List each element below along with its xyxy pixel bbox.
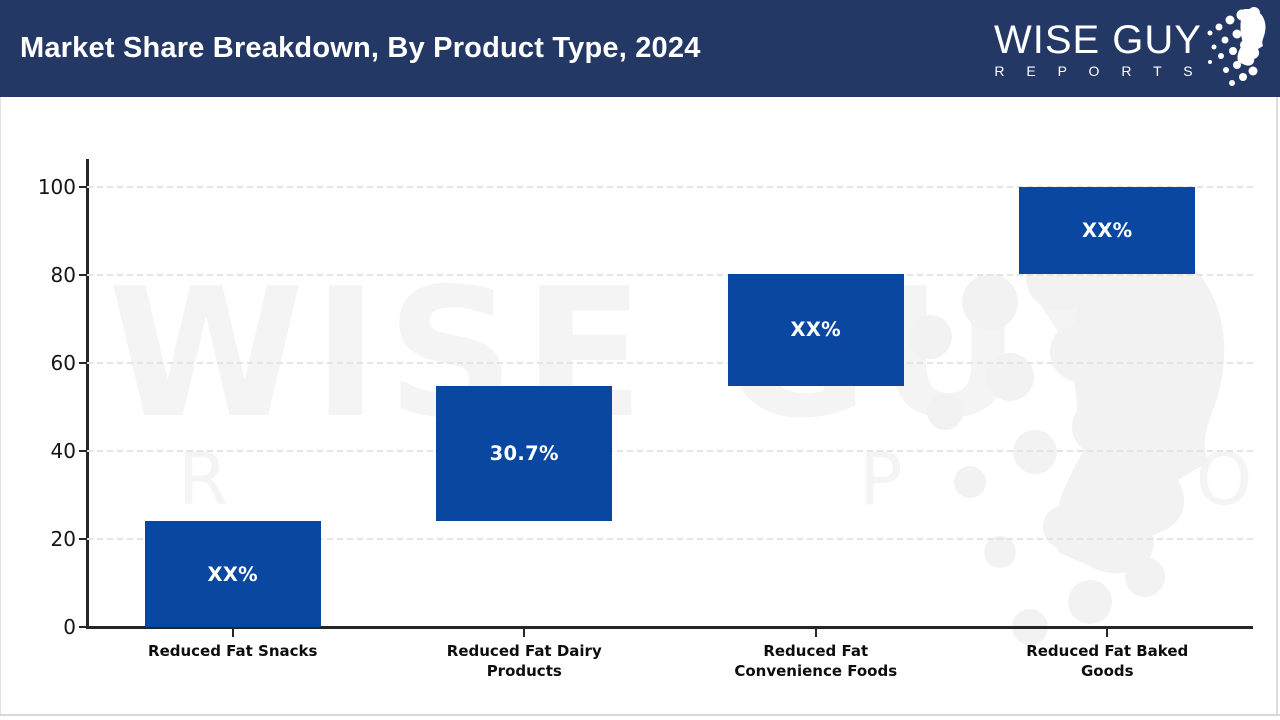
bar-segment: XX% xyxy=(1019,187,1196,274)
chart-area: WISE GUY R E P O R T S 020406080100XX%Re… xyxy=(0,97,1280,717)
wise-guy-reports-logo: WISE GUY R E P O R T S xyxy=(994,6,1266,91)
y-tick-mark xyxy=(79,186,87,188)
bar-value-label: XX% xyxy=(790,318,841,342)
x-tick-mark xyxy=(814,628,817,637)
logo-subtext: R E P O R T S xyxy=(994,62,1202,79)
bar-segment: XX% xyxy=(144,521,321,627)
gridline xyxy=(87,450,1253,452)
page-title: Market Share Breakdown, By Product Type,… xyxy=(20,32,701,64)
y-tick-mark xyxy=(79,450,87,452)
y-tick-label: 40 xyxy=(50,439,76,463)
x-axis xyxy=(86,626,1253,629)
x-tick-mark xyxy=(1106,628,1109,637)
watermark-dotted-head-icon xyxy=(908,237,1225,645)
x-category-label: Reduced Fat Baked Goods xyxy=(1026,642,1189,680)
gridline xyxy=(87,362,1253,364)
y-tick-mark xyxy=(79,626,87,628)
gridline xyxy=(87,538,1253,540)
y-tick-mark xyxy=(79,274,87,276)
y-tick-label: 60 xyxy=(50,351,76,375)
y-tick-label: 80 xyxy=(50,263,76,287)
dotted-head-profile-icon xyxy=(1207,6,1266,86)
bar-value-label: 30.7% xyxy=(489,442,559,466)
y-tick-mark xyxy=(79,538,87,540)
bar-value-label: XX% xyxy=(1081,218,1133,242)
header-bar: Market Share Breakdown, By Product Type,… xyxy=(0,0,1280,97)
y-tick-label: 100 xyxy=(37,175,76,199)
x-tick-mark xyxy=(231,628,234,637)
logo-wordmark: WISE GUY xyxy=(993,17,1202,62)
y-tick-mark xyxy=(79,362,87,364)
x-category-label: Reduced Fat Snacks xyxy=(148,642,318,660)
logo-text: WISE GUY R E P O R T S xyxy=(994,20,1202,78)
bar-segment: XX% xyxy=(727,273,904,387)
gridline xyxy=(87,274,1253,276)
x-category-label: Reduced Fat Dairy Products xyxy=(446,642,602,680)
chart-left-border xyxy=(0,97,1,715)
bar-value-label: XX% xyxy=(207,562,258,586)
y-tick-label: 20 xyxy=(50,527,76,551)
y-axis xyxy=(86,159,89,629)
bar-segment: 30.7% xyxy=(436,386,613,522)
x-tick-mark xyxy=(523,628,526,637)
y-tick-label: 0 xyxy=(63,615,76,639)
gridline xyxy=(87,186,1253,188)
chart-bottom-border xyxy=(0,714,1280,716)
chart-right-border xyxy=(1276,97,1278,715)
x-category-label: Reduced Fat Convenience Foods xyxy=(734,642,898,680)
